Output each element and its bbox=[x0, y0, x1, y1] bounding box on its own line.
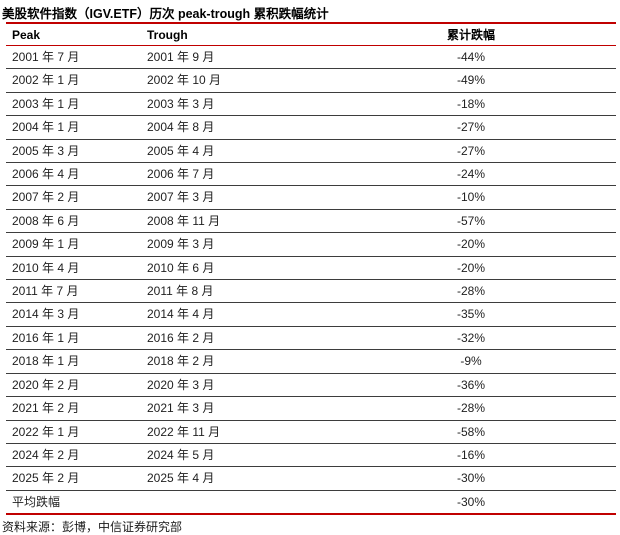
trough-cell: 2018 年 2 月 bbox=[147, 349, 326, 374]
peak-cell: 2001 年 7 月 bbox=[6, 45, 147, 70]
table-row: 2018 年 1 月 2018 年 2 月 -9% bbox=[6, 349, 616, 374]
average-label-cell: 平均跌幅 bbox=[6, 490, 147, 516]
peak-cell: 2018 年 1 月 bbox=[6, 349, 147, 374]
source-note: 资料来源：彭博，中信证券研究部 bbox=[2, 520, 183, 534]
peak-cell: 2005 年 3 月 bbox=[6, 139, 147, 164]
column-header-peak: Peak bbox=[6, 23, 147, 46]
drawdown-cell: -30% bbox=[326, 490, 616, 516]
table-body: 2001 年 7 月 2001 年 9 月 -44% 2002 年 1 月 2002 年… bbox=[6, 45, 616, 516]
trough-cell: 2006 年 7 月 bbox=[147, 162, 326, 187]
peak-cell: 2021 年 2 月 bbox=[6, 396, 147, 421]
trough-cell: 2005 年 4 月 bbox=[147, 139, 326, 164]
average-row: 平均跌幅 -30% bbox=[6, 490, 616, 516]
trough-cell bbox=[147, 490, 326, 516]
peak-cell: 2003 年 1 月 bbox=[6, 92, 147, 117]
drawdown-cell: -49% bbox=[326, 68, 616, 93]
drawdown-cell: -10% bbox=[326, 185, 616, 210]
table-row: 2007 年 2 月 2007 年 3 月 -10% bbox=[6, 185, 616, 210]
peak-cell: 2007 年 2 月 bbox=[6, 185, 147, 210]
peak-cell: 2022 年 1 月 bbox=[6, 420, 147, 444]
column-header-drawdown: 累计跌幅 bbox=[326, 23, 616, 46]
drawdown-cell: -28% bbox=[326, 396, 616, 421]
peak-cell: 2009 年 1 月 bbox=[6, 232, 147, 257]
header-row: Peak Trough 累计跌幅 bbox=[6, 23, 616, 46]
table-title: 美股软件指数（IGV.ETF）历次 peak-trough 累积跌幅统计 bbox=[2, 7, 329, 21]
drawdown-cell: -57% bbox=[326, 209, 616, 234]
drawdown-cell: -16% bbox=[326, 443, 616, 468]
drawdown-cell: -20% bbox=[326, 232, 616, 257]
drawdown-cell: -27% bbox=[326, 139, 616, 164]
table-row: 2020 年 2 月 2020 年 3 月 -36% bbox=[6, 373, 616, 398]
trough-cell: 2004 年 8 月 bbox=[147, 115, 326, 140]
peak-cell: 2016 年 1 月 bbox=[6, 326, 147, 351]
column-header-trough: Trough bbox=[147, 23, 326, 46]
trough-cell: 2001 年 9 月 bbox=[147, 45, 326, 70]
trough-cell: 2008 年 11 月 bbox=[147, 209, 326, 234]
trough-cell: 2014 年 4 月 bbox=[147, 302, 326, 327]
trough-cell: 2022 年 11 月 bbox=[147, 420, 326, 444]
trough-cell: 2007 年 3 月 bbox=[147, 185, 326, 210]
peak-cell: 2004 年 1 月 bbox=[6, 115, 147, 140]
peak-cell: 2020 年 2 月 bbox=[6, 373, 147, 398]
drawdown-cell: -20% bbox=[326, 256, 616, 281]
trough-cell: 2024 年 5 月 bbox=[147, 443, 326, 468]
table-row: 2011 年 7 月 2011 年 8 月 -28% bbox=[6, 279, 616, 304]
trough-cell: 2021 年 3 月 bbox=[147, 396, 326, 421]
peak-cell: 2011 年 7 月 bbox=[6, 279, 147, 304]
peak-cell: 2008 年 6 月 bbox=[6, 209, 147, 234]
drawdown-cell: -35% bbox=[326, 302, 616, 327]
table-row: 2002 年 1 月 2002 年 10 月 -49% bbox=[6, 68, 616, 93]
drawdown-cell: -28% bbox=[326, 279, 616, 304]
table-row: 2009 年 1 月 2009 年 3 月 -20% bbox=[6, 232, 616, 257]
trough-cell: 2009 年 3 月 bbox=[147, 232, 326, 257]
drawdown-cell: -36% bbox=[326, 373, 616, 398]
trough-cell: 2020 年 3 月 bbox=[147, 373, 326, 398]
peak-cell: 2006 年 4 月 bbox=[6, 162, 147, 187]
table-row: 2016 年 1 月 2016 年 2 月 -32% bbox=[6, 326, 616, 351]
drawdown-cell: -30% bbox=[326, 466, 616, 491]
drawdown-cell: -24% bbox=[326, 162, 616, 187]
drawdown-cell: -44% bbox=[326, 45, 616, 70]
trough-cell: 2003 年 3 月 bbox=[147, 92, 326, 117]
table-row: 2001 年 7 月 2001 年 9 月 -44% bbox=[6, 45, 616, 70]
trough-cell: 2016 年 2 月 bbox=[147, 326, 326, 351]
trough-cell: 2011 年 8 月 bbox=[147, 279, 326, 304]
peak-cell: 2014 年 3 月 bbox=[6, 302, 147, 327]
drawdown-cell: -32% bbox=[326, 326, 616, 351]
table-row: 2024 年 2 月 2024 年 5 月 -16% bbox=[6, 443, 616, 468]
drawdown-cell: -9% bbox=[326, 349, 616, 374]
table-row: 2022 年 1 月 2022 年 11 月 -58% bbox=[6, 420, 616, 444]
table-row: 2025 年 2 月 2025 年 4 月 -30% bbox=[6, 466, 616, 491]
peak-cell: 2002 年 1 月 bbox=[6, 68, 147, 93]
trough-cell: 2002 年 10 月 bbox=[147, 68, 326, 93]
table-row: 2006 年 4 月 2006 年 7 月 -24% bbox=[6, 162, 616, 187]
table-row: 2004 年 1 月 2004 年 8 月 -27% bbox=[6, 115, 616, 140]
drawdown-cell: -27% bbox=[326, 115, 616, 140]
drawdown-table: Peak Trough 累计跌幅 2001 年 7 月 2001 年 9 月 -44… bbox=[6, 22, 616, 516]
peak-cell: 2024 年 2 月 bbox=[6, 443, 147, 468]
table-row: 2005 年 3 月 2005 年 4 月 -27% bbox=[6, 139, 616, 164]
peak-cell: 2010 年 4 月 bbox=[6, 256, 147, 281]
table-row: 2003 年 1 月 2003 年 3 月 -18% bbox=[6, 92, 616, 117]
table-row: 2014 年 3 月 2014 年 4 月 -35% bbox=[6, 302, 616, 327]
table-row: 2008 年 6 月 2008 年 11 月 -57% bbox=[6, 209, 616, 234]
drawdown-cell: -58% bbox=[326, 420, 616, 444]
drawdown-cell: -18% bbox=[326, 92, 616, 117]
table-header: Peak Trough 累计跌幅 bbox=[6, 23, 616, 46]
trough-cell: 2025 年 4 月 bbox=[147, 466, 326, 491]
peak-cell: 2025 年 2 月 bbox=[6, 466, 147, 491]
table-row: 2010 年 4 月 2010 年 6 月 -20% bbox=[6, 256, 616, 281]
table-row: 2021 年 2 月 2021 年 3 月 -28% bbox=[6, 396, 616, 421]
trough-cell: 2010 年 6 月 bbox=[147, 256, 326, 281]
